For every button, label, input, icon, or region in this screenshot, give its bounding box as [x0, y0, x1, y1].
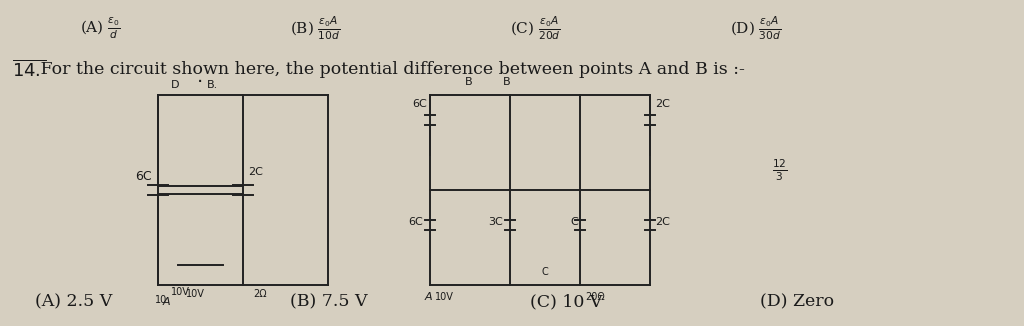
Text: 20Ω: 20Ω	[585, 292, 605, 302]
Text: B: B	[465, 77, 473, 87]
Text: 6C: 6C	[135, 170, 152, 183]
Text: 6C: 6C	[412, 99, 427, 109]
Text: 10V: 10V	[435, 292, 454, 302]
Text: (B) 7.5 V: (B) 7.5 V	[290, 293, 368, 310]
Text: B: B	[503, 77, 511, 87]
Text: (D) Zero: (D) Zero	[760, 293, 835, 310]
Text: 6C: 6C	[408, 217, 423, 227]
Text: 2C: 2C	[655, 217, 670, 227]
Text: 2C: 2C	[655, 99, 670, 109]
Text: (C) $\frac{\varepsilon_0 A}{20d}$: (C) $\frac{\varepsilon_0 A}{20d}$	[510, 14, 561, 42]
Text: A: A	[163, 297, 171, 307]
Text: C: C	[570, 217, 578, 227]
Text: ·: ·	[197, 73, 203, 92]
Text: 10V: 10V	[171, 287, 189, 297]
Text: For the circuit shown here, the potential difference between points A and B is :: For the circuit shown here, the potentia…	[35, 62, 744, 79]
Text: C: C	[542, 267, 549, 277]
Text: 2Ω: 2Ω	[253, 289, 266, 299]
Text: A: A	[425, 292, 432, 302]
Text: (B) $\frac{\varepsilon_0 A}{10d}$: (B) $\frac{\varepsilon_0 A}{10d}$	[290, 14, 340, 42]
Text: (A) $\frac{\varepsilon_0}{d}$: (A) $\frac{\varepsilon_0}{d}$	[80, 15, 121, 41]
Text: 3C: 3C	[488, 217, 503, 227]
Text: (D) $\frac{\varepsilon_0 A}{30d}$: (D) $\frac{\varepsilon_0 A}{30d}$	[730, 14, 781, 42]
Text: 2C: 2C	[248, 167, 263, 177]
Text: $\overline{14.}$: $\overline{14.}$	[12, 60, 46, 81]
Text: 10V: 10V	[185, 289, 205, 299]
Text: 10: 10	[155, 295, 167, 305]
Text: D: D	[171, 80, 179, 90]
Text: B.: B.	[208, 80, 219, 90]
Text: $\frac{12}{3}$: $\frac{12}{3}$	[772, 158, 787, 183]
Text: (C) 10 V: (C) 10 V	[530, 293, 602, 310]
Text: (A) 2.5 V: (A) 2.5 V	[35, 293, 113, 310]
